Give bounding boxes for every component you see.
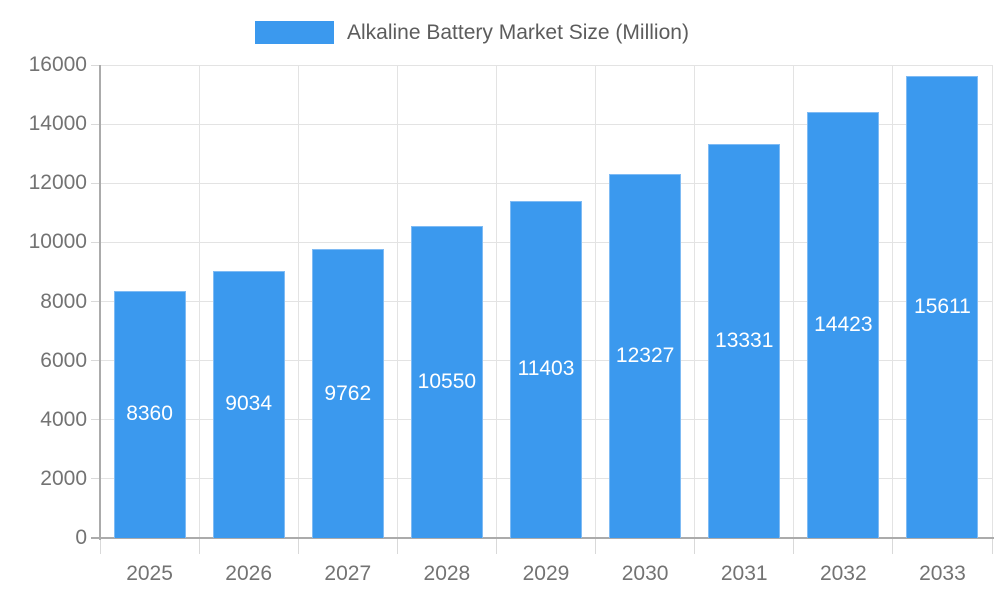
x-axis-tick bbox=[991, 538, 993, 554]
y-axis-line bbox=[99, 65, 101, 540]
x-axis-tick bbox=[595, 538, 597, 554]
bar-2028[interactable] bbox=[410, 226, 483, 538]
bar-2026[interactable] bbox=[212, 270, 285, 538]
x-axis-category-label: 2026 bbox=[225, 562, 273, 585]
bar-value-label: 11403 bbox=[517, 357, 575, 381]
v-gridline bbox=[694, 65, 696, 538]
x-axis-line bbox=[91, 537, 994, 539]
x-axis-tick bbox=[297, 538, 299, 554]
y-axis-tick bbox=[91, 64, 100, 66]
h-gridline bbox=[100, 123, 992, 125]
bar-2027[interactable] bbox=[311, 249, 384, 538]
h-gridline bbox=[100, 64, 992, 66]
x-axis-category-label: 2028 bbox=[423, 562, 471, 585]
h-gridline bbox=[100, 182, 992, 184]
v-gridline bbox=[396, 65, 398, 538]
x-axis-tick bbox=[99, 538, 101, 554]
y-axis-tick bbox=[91, 182, 100, 184]
y-axis-tick-label: 2000 bbox=[40, 466, 87, 490]
y-axis-tick bbox=[91, 123, 100, 125]
bar-2030[interactable] bbox=[609, 173, 682, 538]
x-axis-tick bbox=[396, 538, 398, 554]
y-axis-tick-label: 0 bbox=[75, 526, 87, 549]
y-axis-tick bbox=[91, 419, 100, 421]
x-axis-category-label: 2032 bbox=[819, 562, 867, 585]
bar-2029[interactable] bbox=[510, 200, 582, 538]
v-gridline bbox=[595, 65, 597, 538]
x-axis-tick bbox=[793, 538, 795, 554]
bar-value-label: 12327 bbox=[615, 343, 675, 367]
y-axis-tick-label: 4000 bbox=[40, 407, 87, 431]
legend-label: Alkaline Battery Market Size (Million) bbox=[347, 21, 689, 44]
y-axis-tick-label: 8000 bbox=[40, 289, 87, 313]
bar-2031[interactable] bbox=[708, 143, 781, 538]
y-axis-tick-label: 6000 bbox=[40, 348, 87, 372]
bar-value-label: 8360 bbox=[126, 402, 173, 426]
bar-value-label: 10550 bbox=[417, 370, 477, 394]
bar-value-label: 9762 bbox=[324, 381, 372, 405]
x-axis-category-label: 2029 bbox=[522, 562, 570, 585]
v-gridline bbox=[297, 65, 299, 538]
x-axis-tick bbox=[694, 538, 696, 554]
v-gridline bbox=[495, 65, 497, 538]
x-axis-category-label: 2025 bbox=[126, 562, 173, 585]
y-axis-tick-label: 10000 bbox=[28, 230, 87, 254]
x-axis-category-label: 2027 bbox=[324, 562, 372, 585]
x-axis-tick bbox=[892, 538, 894, 554]
x-axis-tick bbox=[495, 538, 497, 554]
x-axis-category-label: 2030 bbox=[621, 562, 669, 585]
bar-2033[interactable] bbox=[906, 76, 979, 538]
bar-value-label: 13331 bbox=[715, 328, 774, 352]
y-axis-tick bbox=[91, 360, 100, 362]
y-axis-tick-label: 12000 bbox=[28, 171, 87, 195]
legend-swatch-icon bbox=[255, 21, 334, 44]
bar-value-label: 14423 bbox=[814, 312, 873, 336]
x-axis-tick bbox=[198, 538, 200, 554]
y-axis-tick bbox=[91, 301, 100, 302]
x-axis-category-label: 2033 bbox=[919, 562, 966, 585]
bar-2025[interactable] bbox=[113, 290, 186, 538]
y-axis-tick-label: 14000 bbox=[28, 112, 87, 136]
bar-value-label: 9034 bbox=[225, 392, 273, 416]
y-axis-tick bbox=[91, 241, 100, 243]
v-gridline bbox=[892, 65, 894, 538]
y-axis-tick bbox=[91, 478, 100, 480]
y-axis-tick-label: 16000 bbox=[28, 53, 87, 76]
v-gridline bbox=[198, 65, 200, 538]
legend[interactable]: Alkaline Battery Market Size (Million) bbox=[255, 20, 689, 45]
x-axis-category-label: 2031 bbox=[720, 562, 768, 585]
v-gridline bbox=[793, 65, 795, 538]
v-gridline bbox=[991, 65, 993, 538]
bar-2032[interactable] bbox=[807, 111, 880, 538]
bar-value-label: 15611 bbox=[914, 295, 971, 319]
